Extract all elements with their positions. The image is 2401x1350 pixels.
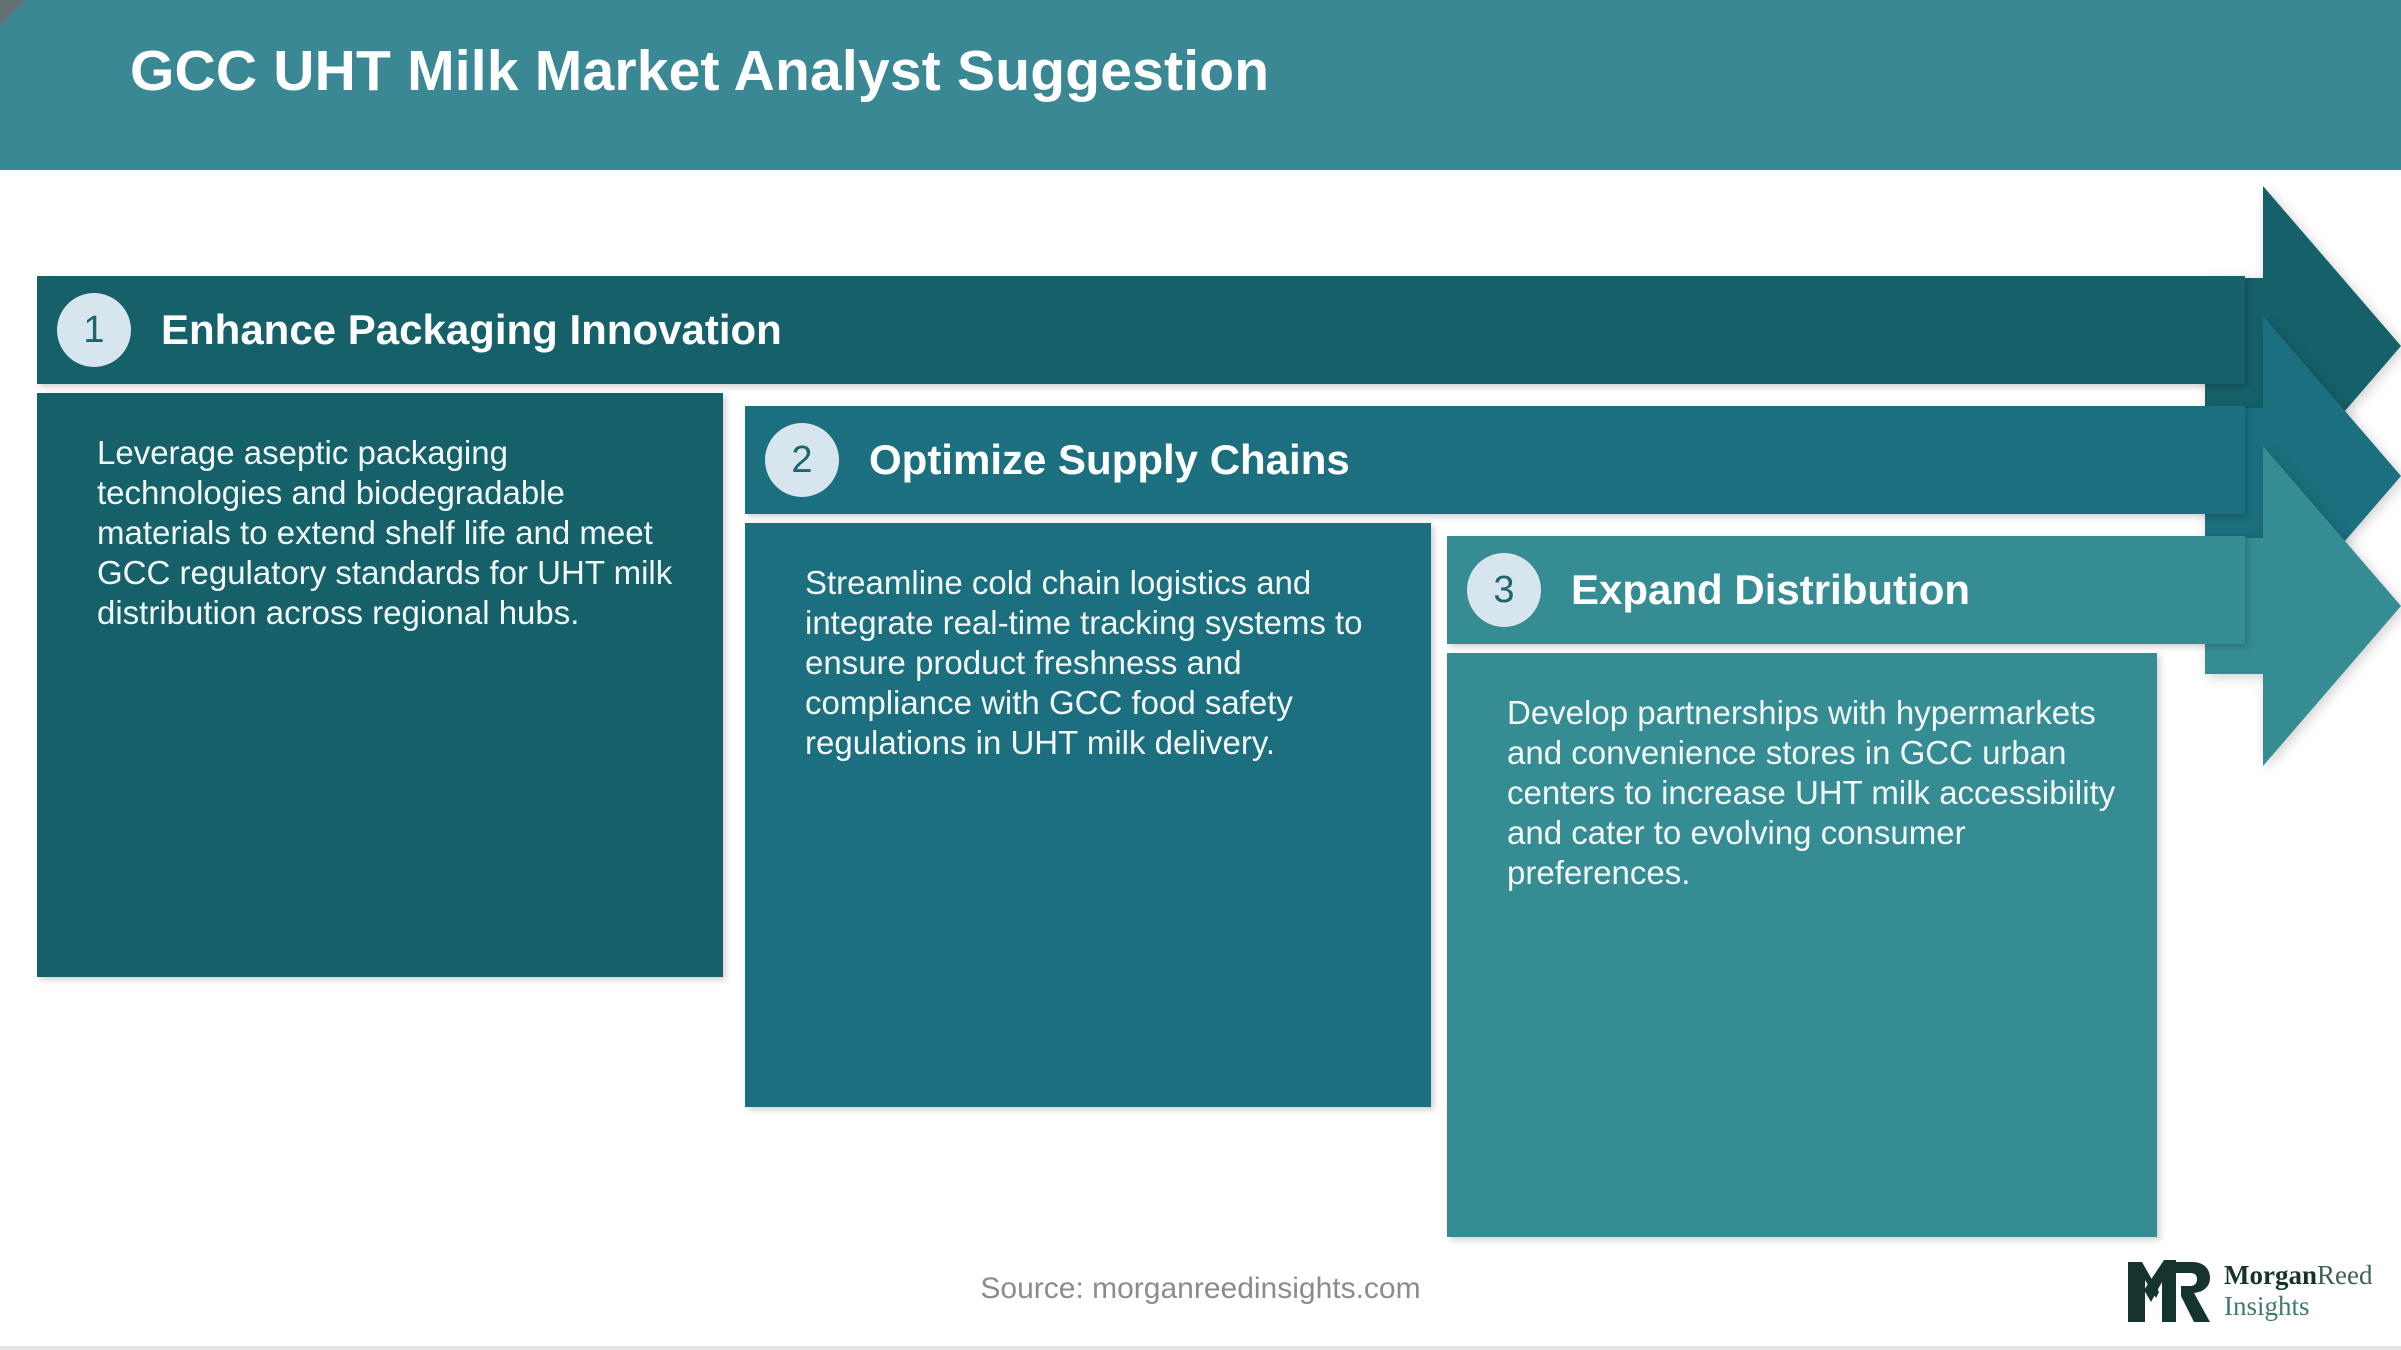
step-header-3[interactable]: 3 Expand Distribution [1447, 536, 2245, 644]
page-header: GCC UHT Milk Market Analyst Suggestion [0, 0, 2401, 170]
step-body-box-3: Develop partnerships with hypermarkets a… [1447, 653, 2157, 1237]
page-title: GCC UHT Milk Market Analyst Suggestion [130, 39, 1270, 103]
arrow-head-step-1 [2205, 186, 2401, 506]
arrow-head-step-3 [2205, 446, 2401, 766]
logo-word-reed: Reed [2316, 1260, 2373, 1290]
arrow-head-step-2 [2205, 316, 2401, 636]
logo-tagline: Insights [2224, 1291, 2310, 1321]
step-title-1: Enhance Packaging Innovation [161, 306, 782, 353]
mr-monogram-icon [2128, 1260, 2210, 1322]
step-body-text-1: Leverage aseptic packaging technologies … [97, 434, 673, 631]
step-number-badge-2: 2 [765, 423, 839, 497]
logo-wordmark: MorganReed [2224, 1262, 2372, 1289]
step-body-box-1: Leverage aseptic packaging technologies … [37, 393, 723, 977]
brand-logo[interactable]: MorganReed Insights [2126, 1258, 2372, 1324]
step-number-badge-3: 3 [1467, 553, 1541, 627]
step-header-1[interactable]: 1 Enhance Packaging Innovation [37, 276, 2245, 384]
corner-fold-icon [0, 0, 26, 26]
source-attribution: Source: morganreedinsights.com [980, 1272, 1421, 1305]
step-number-badge-1: 1 [57, 293, 131, 367]
step-header-2[interactable]: 2 Optimize Supply Chains [745, 406, 2245, 514]
step-body-text-3: Develop partnerships with hypermarkets a… [1507, 694, 2116, 891]
bottom-divider [0, 1346, 2401, 1350]
logo-word-morgan: Morgan [2224, 1260, 2317, 1290]
step-title-2: Optimize Supply Chains [869, 436, 1350, 483]
step-body-box-2: Streamline cold chain logistics and inte… [745, 523, 1431, 1107]
step-title-3: Expand Distribution [1571, 566, 1970, 613]
step-body-text-2: Streamline cold chain logistics and inte… [805, 564, 1363, 761]
